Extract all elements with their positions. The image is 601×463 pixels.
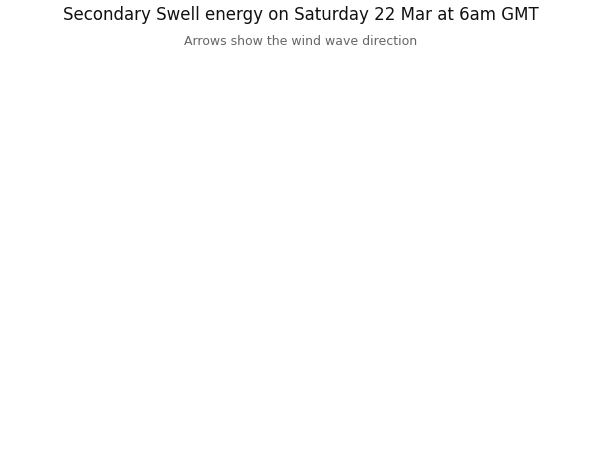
Text: Secondary Swell energy on Saturday 22 Mar at 6am GMT: Secondary Swell energy on Saturday 22 Ma… (63, 6, 538, 24)
Text: cartopy required: cartopy required (219, 247, 382, 266)
Text: Arrows show the wind wave direction: Arrows show the wind wave direction (184, 35, 417, 48)
